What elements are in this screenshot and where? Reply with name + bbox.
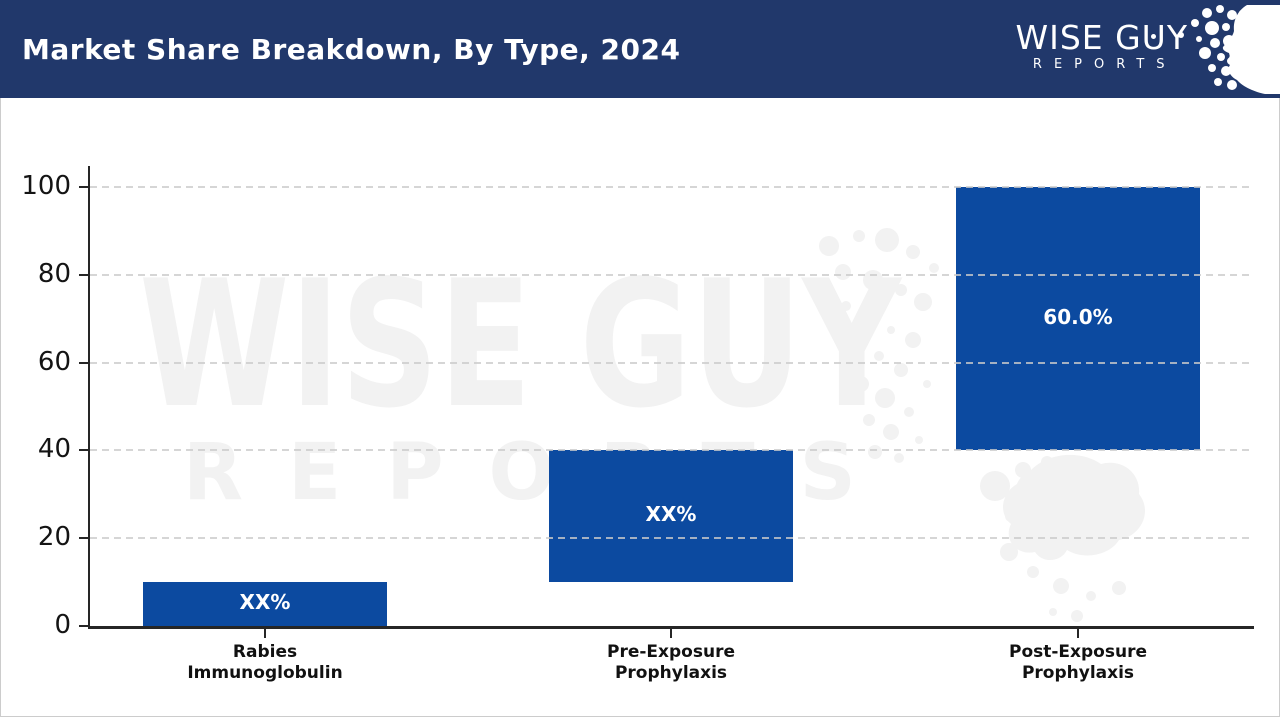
y-tick <box>79 625 88 627</box>
bar-value-label: XX% <box>239 590 291 615</box>
x-tick <box>264 629 266 638</box>
logo: WISE GUY REPORTS <box>1015 0 1280 98</box>
y-tick-label: 100 <box>21 171 71 201</box>
watermark-dots-icon <box>819 228 1146 622</box>
bar-rabies-immunoglobulin: XX% <box>143 582 387 626</box>
gridline <box>90 449 1254 452</box>
plot-area: XX% Rabies Immunoglobulin XX% Pre-Exposure … <box>21 166 1254 683</box>
logo-dot-icon <box>1151 34 1156 39</box>
bar-value-label: XX% <box>645 502 697 527</box>
gridline <box>90 537 1254 540</box>
chart-canvas: WISE GUY REPORTS XX% Rabies Immunoglobuli… <box>0 98 1280 717</box>
y-tick-label: 0 <box>54 610 71 640</box>
x-category-label: Rabies Immunoglobulin <box>187 642 343 683</box>
bar-pre-exposure-prophylaxis: XX% <box>549 450 793 583</box>
gridline <box>90 273 1254 276</box>
logo-wordmark: WISE GUY <box>1015 18 1188 57</box>
logo-text: WISE GUY REPORTS <box>1015 20 1188 74</box>
page-title: Market Share Breakdown, By Type, 2024 <box>22 32 681 66</box>
bar-value-label: 60.0% <box>1043 304 1113 329</box>
y-tick <box>79 361 88 364</box>
bar-post-exposure-prophylaxis: 60.0% <box>956 187 1200 451</box>
logo-dot-icon <box>1178 32 1184 38</box>
x-tick <box>670 629 672 638</box>
y-tick-label: 80 <box>37 258 71 289</box>
x-tick <box>1077 629 1079 638</box>
y-tick <box>79 273 88 276</box>
y-tick <box>79 186 88 188</box>
x-category-label: Post-Exposure Prophylaxis <box>1008 642 1147 683</box>
y-tick <box>79 537 88 540</box>
logo-subtext: REPORTS <box>1032 57 1177 72</box>
wise-guy-face-icon <box>1191 5 1280 94</box>
header: Market Share Breakdown, By Type, 2024 WI… <box>0 0 1280 98</box>
y-tick-label: 40 <box>37 434 71 465</box>
y-tick <box>79 449 88 452</box>
y-tick-label: 20 <box>37 522 71 553</box>
gridline <box>90 186 1254 188</box>
gridline <box>90 361 1254 364</box>
y-tick-label: 60 <box>37 346 71 377</box>
x-category-label: Pre-Exposure Prophylaxis <box>607 642 735 683</box>
watermark-wordmark: WISE GUY <box>139 244 902 447</box>
